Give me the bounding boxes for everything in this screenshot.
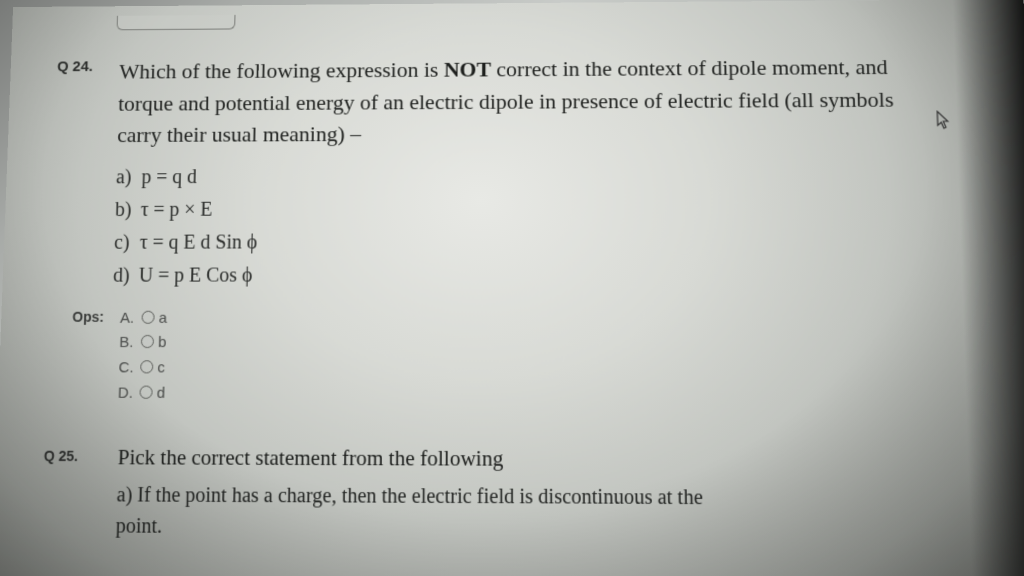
question-text-part1: Which of the following expression is [119, 57, 444, 83]
question-25: Q 25. Pick the correct statement from th… [33, 441, 950, 547]
ops-item-c[interactable]: C.c [118, 356, 166, 381]
radio-icon [142, 310, 155, 323]
ops-item-a[interactable]: A.a [120, 306, 168, 331]
question-number: Q 24. [57, 58, 93, 75]
question-text-bold: NOT [444, 57, 491, 82]
question-number: Q 25. [44, 447, 79, 464]
radio-icon [140, 360, 153, 373]
ops-list: A.a B.b C.c D.d [118, 306, 168, 406]
question-text: Pick the correct statement from the foll… [117, 441, 948, 477]
page-content: Q 24. Which of the following expression … [33, 17, 950, 546]
question-24: Q 24. Which of the following expression … [38, 51, 946, 408]
answer-ops: Ops: A.a B.b C.c D.d [69, 306, 945, 408]
question-text: Which of the following expression is NOT… [117, 51, 938, 152]
ops-item-d[interactable]: D.d [118, 381, 166, 406]
ops-item-b[interactable]: B.b [119, 331, 167, 356]
question-options: a)p = q d b)τ = p × E c)τ = q E d Sin ϕ … [113, 158, 942, 292]
partial-ui-tab [117, 15, 236, 30]
cursor-icon [936, 110, 951, 130]
option-c: c)τ = q E d Sin ϕ [114, 225, 941, 260]
radio-icon [140, 385, 153, 398]
photographed-page: Q 24. Which of the following expression … [0, 0, 1024, 576]
option-a: a) If the point has a charge, then the e… [115, 480, 950, 547]
option-a: a)p = q d [116, 158, 939, 194]
ops-label: Ops: [72, 308, 104, 324]
option-d: d)U = p E Cos ϕ [113, 258, 942, 292]
option-b: b)τ = p × E [115, 191, 940, 226]
photo-edge-shadow [953, 0, 1024, 576]
radio-icon [141, 335, 154, 348]
